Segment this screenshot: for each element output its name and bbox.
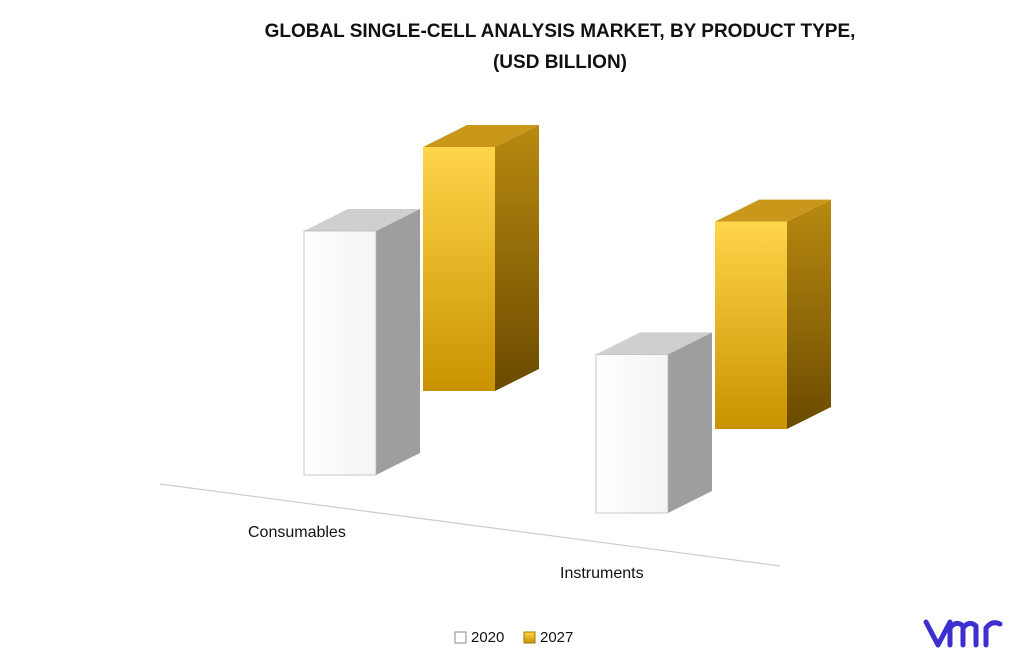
bars-layer bbox=[303, 125, 831, 514]
bar-front-instruments-2020 bbox=[595, 353, 669, 514]
legend-swatch-2027 bbox=[523, 631, 536, 644]
bar-side-consumables-2027 bbox=[495, 125, 539, 391]
bar-side-instruments-2027 bbox=[787, 199, 831, 429]
chart-title-line-2: (USD BILLION) bbox=[493, 52, 627, 73]
category-label-instruments: Instruments bbox=[560, 565, 644, 582]
chart-title-line-1: GLOBAL SINGLE-CELL ANALYSIS MARKET, BY P… bbox=[265, 21, 856, 42]
legend-label-2027: 2027 bbox=[540, 629, 573, 646]
vmr-logo-mark bbox=[923, 619, 1003, 648]
bar-consumables-2027 bbox=[423, 125, 539, 391]
bar-front-consumables-2027 bbox=[423, 147, 495, 391]
vmr-logo bbox=[923, 619, 1003, 648]
bar-side-consumables-2020 bbox=[376, 209, 420, 475]
bar-consumables-2020 bbox=[303, 209, 420, 476]
bar-front-instruments-2027 bbox=[715, 221, 787, 429]
bar-top-instruments-2027 bbox=[715, 199, 831, 222]
bar-top-consumables-2027 bbox=[423, 125, 539, 147]
bar-instruments-2027 bbox=[715, 199, 831, 429]
bar-top-consumables-2020 bbox=[304, 209, 420, 231]
category-label-consumables: Consumables bbox=[248, 524, 346, 541]
floor-line bbox=[159, 483, 781, 567]
legend: 2020 2027 bbox=[454, 629, 573, 646]
legend-label-2020: 2020 bbox=[471, 629, 504, 646]
bar-instruments-2020 bbox=[595, 332, 712, 514]
legend-swatch-2020 bbox=[454, 631, 467, 644]
bar-side-instruments-2020 bbox=[668, 332, 712, 513]
bar-top-instruments-2020 bbox=[596, 332, 712, 355]
bar-front-consumables-2020 bbox=[303, 230, 377, 476]
